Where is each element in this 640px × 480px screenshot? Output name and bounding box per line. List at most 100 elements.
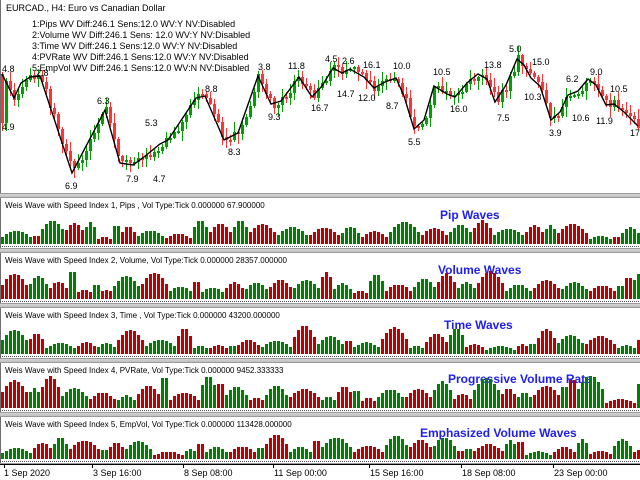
histogram-bar <box>189 238 192 244</box>
histogram-bar <box>145 445 148 459</box>
histogram-bar <box>137 394 140 408</box>
candle <box>273 0 276 193</box>
histogram-bar <box>65 344 68 354</box>
histogram-bar <box>553 284 556 299</box>
histogram-bar <box>53 283 56 299</box>
panel-divider-1[interactable] <box>0 194 640 197</box>
histogram-bar <box>345 443 348 459</box>
histogram-bar <box>497 277 500 299</box>
histogram-bar <box>465 282 468 299</box>
histogram-bar <box>13 330 16 354</box>
histogram-bar <box>105 237 108 244</box>
panel-divider-2[interactable] <box>0 249 640 252</box>
histogram-bar <box>193 396 196 408</box>
histogram-bar <box>265 444 268 459</box>
histogram-bar <box>289 397 292 408</box>
candle <box>125 0 128 193</box>
panel-pip-waves[interactable]: Weis Wave with Speed Index 1, Pips , Vol… <box>0 197 640 249</box>
histogram-bar <box>57 387 60 408</box>
histogram-bar <box>17 275 20 299</box>
panel-time-waves[interactable]: Weis Wave with Speed Index 3, Time , Vol… <box>0 307 640 359</box>
zero-line <box>0 410 640 411</box>
histogram-bar <box>501 451 504 459</box>
histogram-bar <box>273 283 276 299</box>
histogram-bar <box>473 451 476 459</box>
histogram-bar <box>325 337 328 354</box>
histogram-bar <box>365 234 368 244</box>
histogram-bar <box>217 384 220 408</box>
histogram-bar <box>353 293 356 299</box>
price-chart-panel[interactable]: EURCAD., H4: Euro vs Canadian Dollar 1:P… <box>0 0 640 194</box>
histogram-bar <box>313 284 316 299</box>
time-axis[interactable]: 1 Sep 2020 3 Sep 16:00 8 Sep 08:00 11 Sep 0… <box>0 464 640 480</box>
histogram-bar <box>493 235 496 244</box>
candle <box>157 0 160 193</box>
histogram-bar <box>609 239 612 244</box>
histogram-bar <box>325 443 328 459</box>
histogram-bar <box>213 385 216 408</box>
candle <box>1 0 4 193</box>
panel-divider-3[interactable] <box>0 304 640 307</box>
histogram-bar <box>505 229 508 244</box>
indicator-legend-2: 2:Volume WV Diff:246.1 Sens: 12.0 WV:Y N… <box>32 30 251 40</box>
histogram-bar <box>353 391 356 408</box>
histogram-bar <box>329 397 332 408</box>
histogram-bar <box>45 444 48 459</box>
candle <box>309 0 312 193</box>
histogram-bar <box>177 234 180 244</box>
panel-divider-5[interactable] <box>0 413 640 416</box>
histogram-bar <box>625 441 628 459</box>
histogram-bar <box>489 271 492 299</box>
histogram-bar <box>461 284 464 299</box>
candle <box>61 0 64 193</box>
histogram-bar <box>605 237 608 244</box>
histogram-bar <box>465 347 468 354</box>
histogram-bar <box>569 449 572 459</box>
panel-emphasized-volume-waves[interactable]: Weis Wave with Speed Index 5, EmpVol, Vo… <box>0 416 640 464</box>
histogram-bar <box>261 285 264 299</box>
axis-time-label: 1 Sep 2020 <box>4 468 51 478</box>
histogram-bar <box>593 288 596 299</box>
histogram-bar <box>449 276 452 299</box>
panel-divider-4[interactable] <box>0 359 640 362</box>
histogram-bar <box>281 389 284 408</box>
histogram-bar <box>377 232 380 244</box>
histogram-bar <box>157 394 160 408</box>
histogram-bar <box>97 285 100 299</box>
histogram-bar <box>361 237 364 244</box>
histogram-bar <box>469 399 472 408</box>
histogram-bar <box>241 390 244 408</box>
panel-volume-waves[interactable]: Weis Wave with Speed Index 2, Volume, Vo… <box>0 252 640 304</box>
candle <box>617 0 620 193</box>
histogram-bar <box>373 401 376 408</box>
panel-progressive-volume-rate[interactable]: Weis Wave with Speed Index 4, PVRate, Vo… <box>0 362 640 413</box>
histogram-bar <box>373 447 376 459</box>
histogram-bar <box>257 225 260 244</box>
histogram-bar <box>365 398 368 408</box>
histogram-bar <box>37 276 40 299</box>
histogram-bar <box>457 329 460 354</box>
histogram-bar <box>521 285 524 299</box>
wave-value-label: 5.5 <box>408 137 421 147</box>
candle <box>205 0 208 193</box>
wave-value-label: 15.0 <box>532 57 550 67</box>
histogram-bar <box>573 380 576 408</box>
histogram-bar <box>209 232 212 244</box>
candle <box>225 0 228 193</box>
histogram-bar <box>165 238 168 244</box>
histogram-bar <box>589 340 592 354</box>
histogram-bar <box>477 448 480 459</box>
histogram-bar <box>629 278 632 299</box>
wave-value-label: 4.9 <box>2 122 15 132</box>
candle <box>149 0 152 193</box>
candle <box>557 0 560 193</box>
histogram-bar <box>181 234 184 244</box>
histogram-bar <box>125 395 128 408</box>
wave-value-label: 5.3 <box>145 118 158 128</box>
candle <box>333 0 336 193</box>
histogram-bar <box>489 348 492 354</box>
histogram-bar <box>81 343 84 354</box>
histogram-bar <box>197 400 200 408</box>
histogram-bar <box>433 446 436 459</box>
histogram-bar <box>617 441 620 459</box>
